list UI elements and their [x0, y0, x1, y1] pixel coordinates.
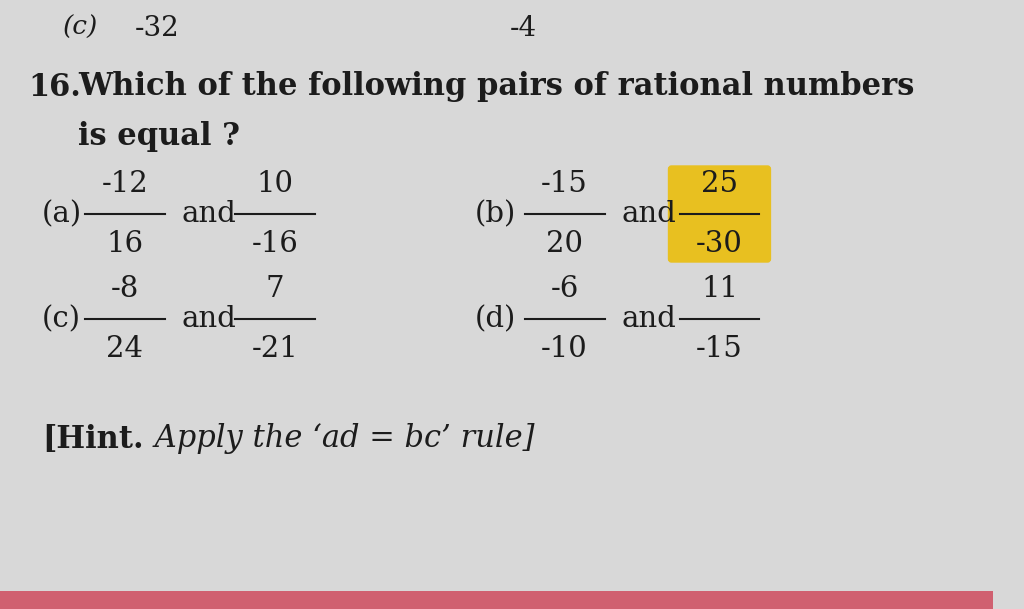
- Text: 7: 7: [265, 275, 284, 303]
- FancyBboxPatch shape: [669, 166, 770, 262]
- Text: Apply the ‘ad = bc’ rule]: Apply the ‘ad = bc’ rule]: [144, 423, 535, 454]
- Text: -32: -32: [135, 15, 179, 43]
- Text: and: and: [622, 200, 676, 228]
- Text: Which of the following pairs of rational numbers: Which of the following pairs of rational…: [78, 71, 914, 102]
- Text: 11: 11: [701, 275, 738, 303]
- Text: 24: 24: [106, 335, 143, 363]
- Text: 16.: 16.: [28, 71, 81, 102]
- Text: 20: 20: [546, 230, 583, 258]
- Text: and: and: [182, 305, 237, 333]
- Text: -10: -10: [542, 335, 588, 363]
- Text: and: and: [182, 200, 237, 228]
- Text: -15: -15: [696, 335, 742, 363]
- Text: -16: -16: [251, 230, 298, 258]
- Text: 16: 16: [106, 230, 143, 258]
- Text: -4: -4: [510, 15, 537, 43]
- Text: -15: -15: [542, 170, 588, 198]
- Text: -8: -8: [111, 275, 139, 303]
- Bar: [0, 591, 993, 609]
- Text: 25: 25: [701, 170, 738, 198]
- Text: -12: -12: [101, 170, 148, 198]
- Text: (d): (d): [475, 305, 516, 333]
- Text: and: and: [622, 305, 676, 333]
- Text: [Hint.: [Hint.: [42, 423, 143, 454]
- Text: (a): (a): [42, 200, 82, 228]
- Text: (c): (c): [62, 15, 97, 40]
- Text: (c): (c): [42, 305, 81, 333]
- Text: is equal ?: is equal ?: [78, 122, 240, 152]
- Text: -6: -6: [551, 275, 579, 303]
- Text: 10: 10: [256, 170, 293, 198]
- Text: -30: -30: [696, 230, 743, 258]
- Text: -21: -21: [252, 335, 298, 363]
- Text: (b): (b): [475, 200, 516, 228]
